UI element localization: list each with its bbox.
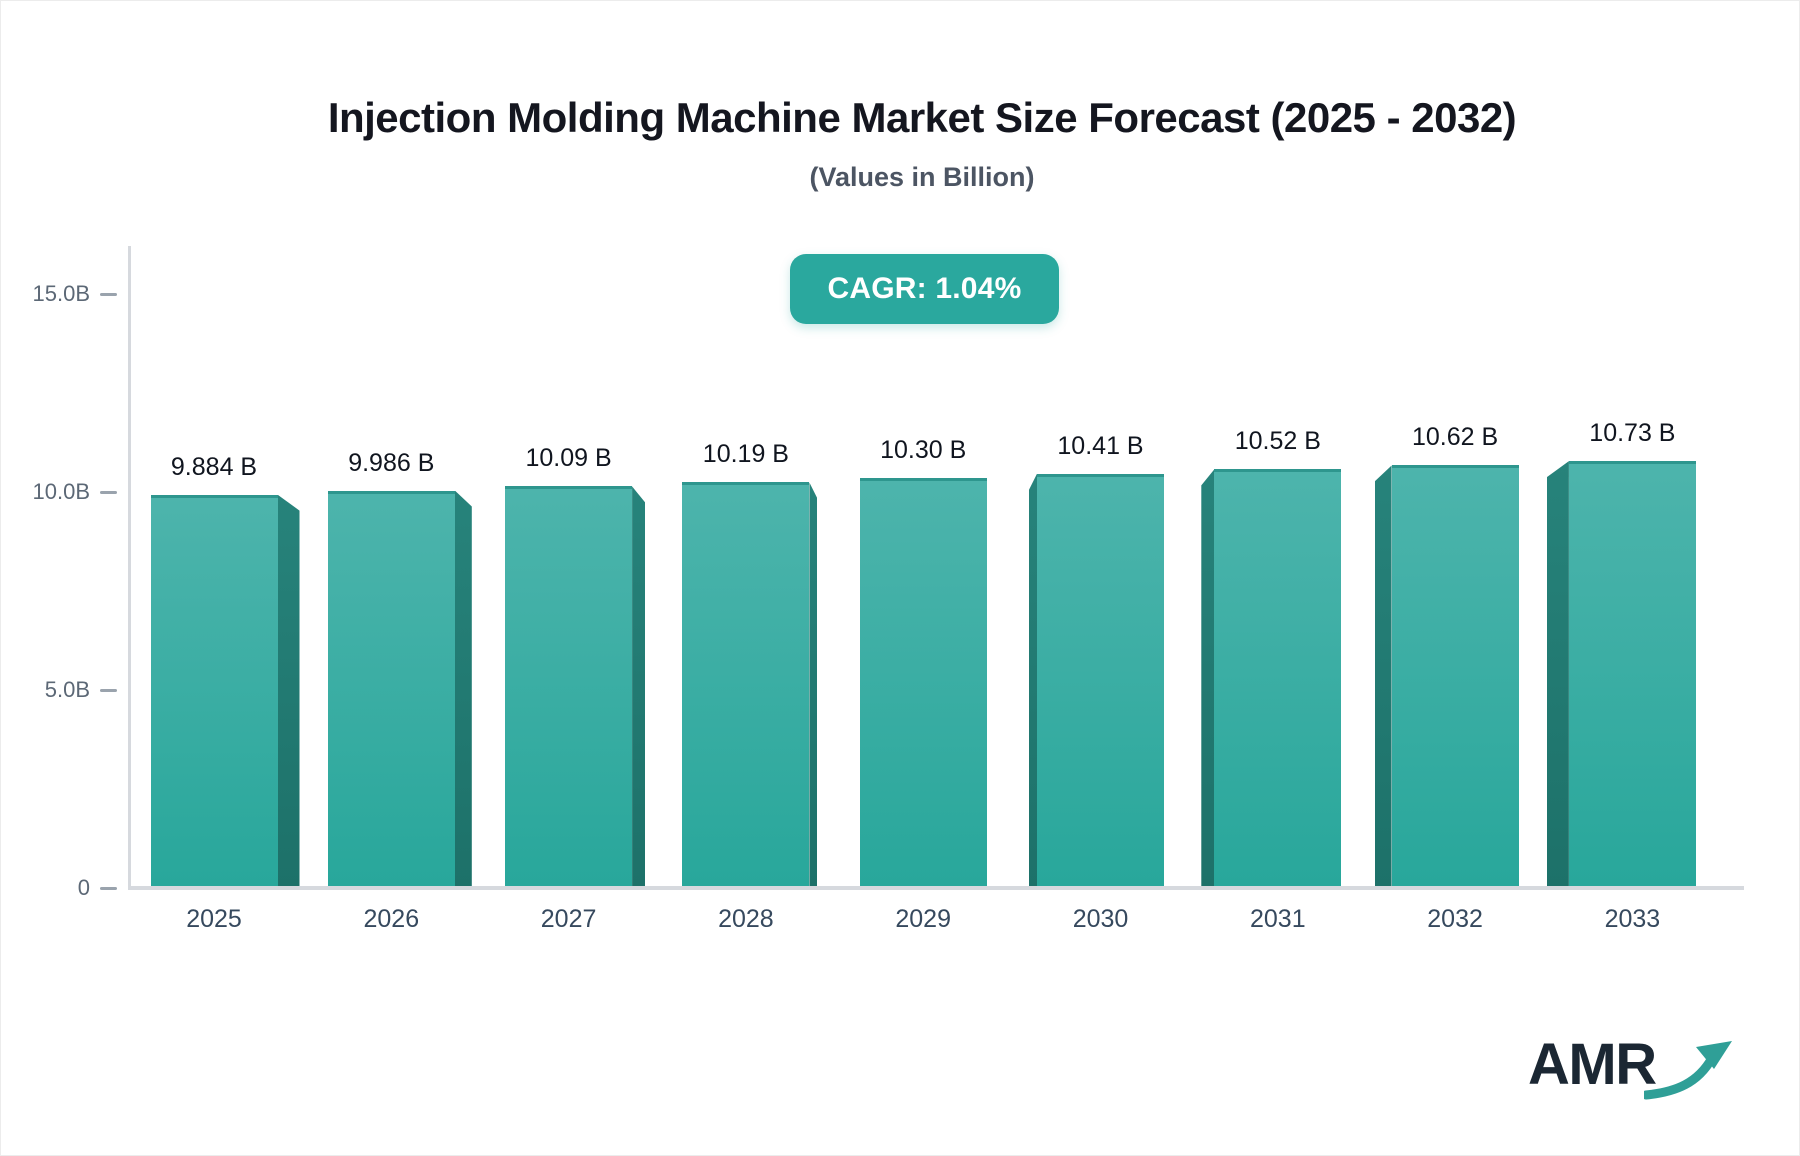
y-tick-dash <box>100 292 117 296</box>
bar-value-label: 10.73 B <box>1589 419 1676 448</box>
y-tick-label: 15.0B <box>32 281 91 306</box>
bar-value-label: 9.986 B <box>348 448 435 477</box>
bar-value-label: 10.09 B <box>525 444 612 473</box>
x-tick-label-2026: 2026 <box>363 905 420 933</box>
y-tick-dash <box>100 490 117 494</box>
bar-face-2030[interactable] <box>1037 473 1164 886</box>
y-tick-label: 10.0B <box>32 479 91 504</box>
bar-side-2027 <box>632 486 646 886</box>
x-tick-label-2031: 2031 <box>1249 905 1306 933</box>
chart-header: Injection Molding Machine Market Size Fo… <box>44 94 1800 193</box>
bar-face-2031[interactable] <box>1214 469 1342 886</box>
bar-side-2032 <box>1374 465 1392 886</box>
y-tick-dash <box>100 886 117 890</box>
bar-side-2028 <box>809 482 818 886</box>
bar-side-2025 <box>277 494 300 886</box>
bar-face-2026[interactable] <box>327 490 455 886</box>
x-tick-label-2025: 2025 <box>186 905 242 933</box>
brand-logo: AMR <box>1528 1036 1736 1102</box>
x-tick-label-2028: 2028 <box>718 905 774 933</box>
bar-value-label: 9.884 B <box>170 452 258 481</box>
bar-value-label: 10.41 B <box>1057 431 1144 460</box>
x-tick-label-2027: 2027 <box>540 905 597 933</box>
y-axis-line <box>128 246 131 888</box>
bar-side-2031 <box>1201 469 1215 886</box>
bar-side-2026 <box>454 490 472 886</box>
bar-face-2029[interactable] <box>859 478 987 886</box>
x-axis-line <box>128 886 1744 890</box>
y-tick-dash <box>100 688 117 692</box>
bar-face-2027[interactable] <box>505 486 633 886</box>
logo-text: AMR <box>1528 1032 1657 1097</box>
y-tick-label: 0 <box>77 875 90 900</box>
logo-arrow-icon <box>1643 1041 1732 1100</box>
bar-side-2033 <box>1546 461 1569 886</box>
bar-value-label: 10.62 B <box>1412 423 1499 452</box>
bar-value-label: 10.19 B <box>702 440 789 469</box>
bar-face-2028[interactable] <box>682 482 810 886</box>
bar-side-2030 <box>1029 473 1037 886</box>
y-tick-label: 5.0B <box>44 677 90 702</box>
x-tick-label-2030: 2030 <box>1072 905 1129 933</box>
bar-face-2032[interactable] <box>1391 465 1519 886</box>
x-tick-label-2032: 2032 <box>1427 905 1483 933</box>
cagr-badge: CAGR: 1.04% <box>790 254 1059 324</box>
bar-value-label: 10.30 B <box>880 436 967 465</box>
bar-value-label: 10.52 B <box>1234 427 1321 456</box>
bar-face-2033[interactable] <box>1568 461 1696 886</box>
bar-face-2025[interactable] <box>150 494 278 886</box>
x-tick-label-2033: 2033 <box>1604 905 1661 933</box>
x-tick-label-2029: 2029 <box>895 905 951 933</box>
chart-subtitle: (Values in Billion) <box>809 162 1035 192</box>
chart-title: Injection Molding Machine Market Size Fo… <box>327 94 1517 141</box>
